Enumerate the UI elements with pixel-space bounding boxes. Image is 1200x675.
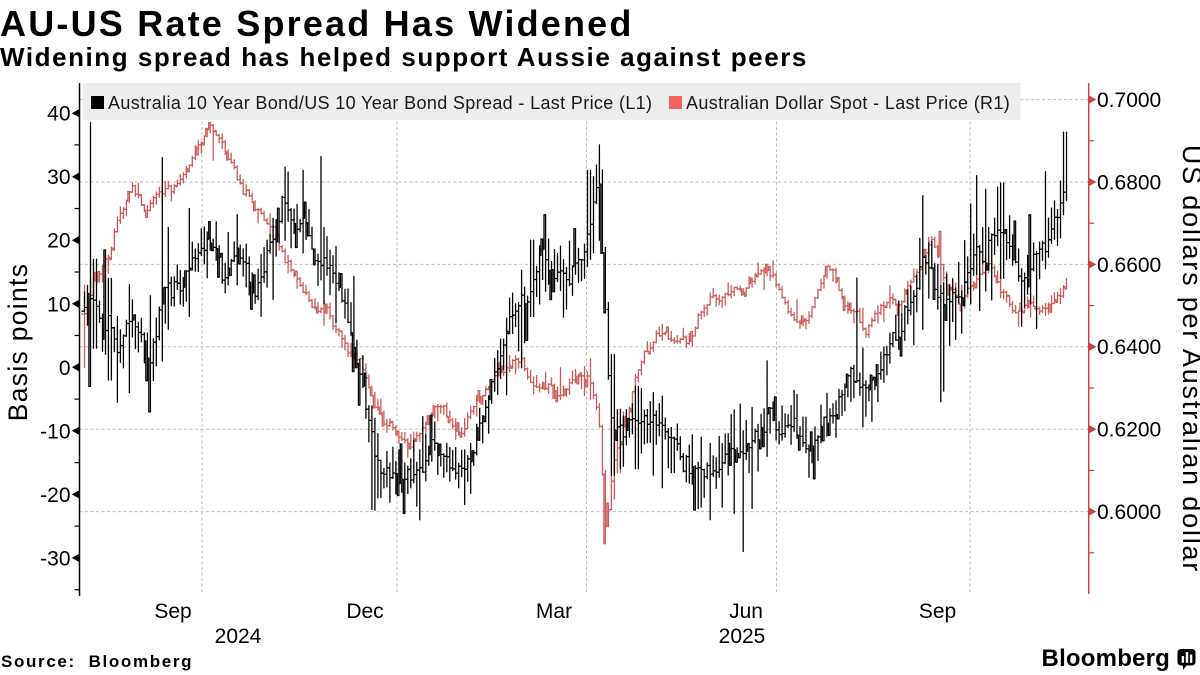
svg-text:Australian Dollar Spot - Last: Australian Dollar Spot - Last Price (R1) (686, 93, 1010, 113)
svg-text:Widening spread has helped sup: Widening spread has helped support Aussi… (0, 42, 808, 72)
svg-text:Bloomberg: Bloomberg (1042, 645, 1170, 672)
svg-text:Sep: Sep (919, 600, 956, 623)
svg-text:-20: -20 (40, 484, 70, 507)
svg-text:Sep: Sep (154, 600, 191, 623)
svg-text:0.6000: 0.6000 (1097, 501, 1161, 524)
svg-text:0: 0 (59, 357, 71, 380)
svg-text:0.6400: 0.6400 (1097, 336, 1161, 359)
svg-text:US dollars per Australian doll: US dollars per Australian dollar (1177, 145, 1200, 573)
svg-text:Dec: Dec (346, 600, 383, 623)
svg-text:0.7000: 0.7000 (1097, 89, 1161, 112)
svg-text:Source: Bloomberg: Source: Bloomberg (1, 652, 193, 671)
svg-text:AU-US Rate Spread Has Widened: AU-US Rate Spread Has Widened (0, 3, 634, 44)
svg-text:Jun: Jun (729, 600, 763, 623)
svg-text:0.6200: 0.6200 (1097, 419, 1161, 442)
svg-text:2025: 2025 (719, 625, 766, 648)
svg-text:20: 20 (47, 230, 70, 253)
svg-text:Australia 10 Year Bond/US 10 Y: Australia 10 Year Bond/US 10 Year Bond S… (108, 93, 652, 113)
svg-text:2024: 2024 (215, 625, 262, 648)
svg-text:30: 30 (47, 166, 70, 189)
svg-text:0.6800: 0.6800 (1097, 171, 1161, 194)
svg-text:0.6600: 0.6600 (1097, 254, 1161, 277)
svg-text:40: 40 (47, 103, 70, 126)
svg-text:Mar: Mar (536, 600, 572, 623)
svg-text:-10: -10 (40, 420, 70, 443)
svg-text:10: 10 (47, 293, 70, 316)
svg-text:-30: -30 (40, 547, 70, 570)
svg-text:Basis points: Basis points (3, 263, 33, 421)
